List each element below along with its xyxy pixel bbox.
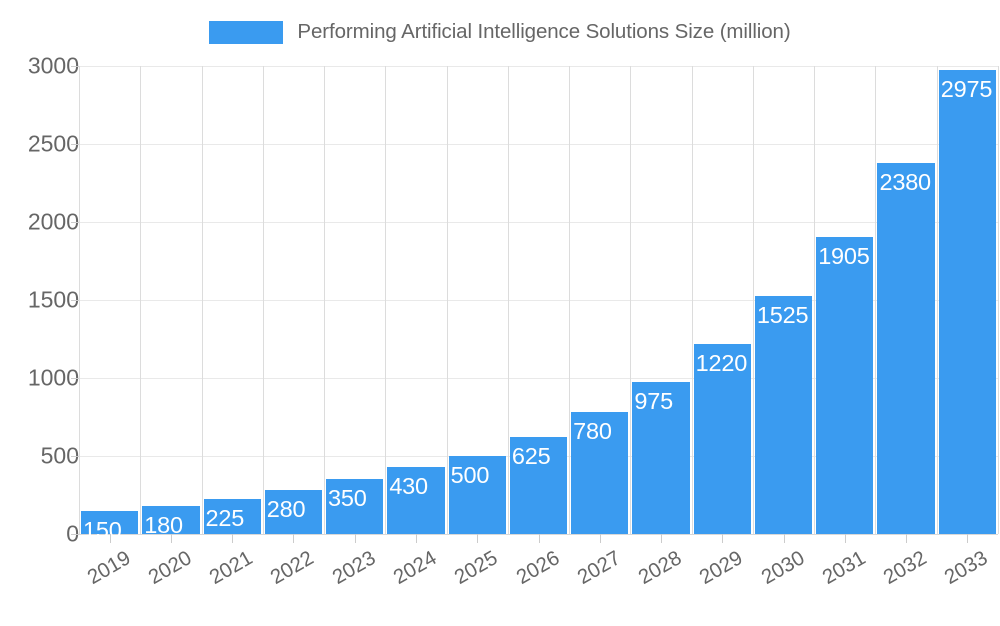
- x-axis-tick-mark: [600, 534, 601, 543]
- bar[interactable]: [938, 69, 996, 534]
- gridline-horizontal: [79, 534, 998, 535]
- gridline-vertical: [202, 66, 203, 534]
- bar-chart: Performing Artificial Intelligence Solut…: [0, 0, 1000, 600]
- x-axis-tick-mark: [967, 534, 968, 543]
- bar[interactable]: [816, 236, 874, 534]
- x-axis-tick-mark: [232, 534, 233, 543]
- bar[interactable]: [203, 498, 261, 534]
- y-axis-tick-mark: [71, 378, 79, 379]
- bar[interactable]: [632, 381, 690, 534]
- x-axis-tick-mark: [171, 534, 172, 543]
- bar[interactable]: [571, 412, 629, 534]
- gridline-vertical: [814, 66, 815, 534]
- y-axis-tick-mark: [71, 456, 79, 457]
- gridline-vertical: [875, 66, 876, 534]
- chart-legend: Performing Artificial Intelligence Solut…: [0, 14, 1000, 50]
- y-axis-tick-label: 1000: [27, 364, 79, 391]
- gridline-vertical: [385, 66, 386, 534]
- y-axis-tick-label: 2000: [27, 208, 79, 235]
- gridline-horizontal: [79, 378, 998, 379]
- bar-value-label: 2380: [879, 168, 931, 195]
- y-axis-tick-label: 3000: [27, 52, 79, 79]
- bar[interactable]: [509, 436, 568, 534]
- bar-value-label: 1220: [695, 349, 748, 376]
- gridline-horizontal: [79, 66, 998, 67]
- bar-value-label: 150: [82, 516, 122, 543]
- x-axis-tick-mark: [784, 534, 785, 543]
- y-axis-tick-label: 500: [40, 442, 79, 469]
- bar[interactable]: [754, 296, 813, 534]
- bar[interactable]: [693, 343, 751, 534]
- x-axis-tick-mark: [355, 534, 356, 543]
- gridline-horizontal: [79, 222, 998, 223]
- x-axis-tick-mark: [722, 534, 723, 543]
- bar-value-label: 350: [328, 485, 367, 512]
- bar-value-label: 500: [450, 462, 490, 488]
- x-axis-tick-mark: [661, 534, 662, 543]
- gridline-vertical: [447, 66, 448, 534]
- bar-value-label: 780: [573, 418, 612, 445]
- bar-value-label: 180: [144, 511, 183, 538]
- bar[interactable]: [387, 466, 445, 534]
- y-axis-tick-label: 0: [66, 520, 79, 547]
- bar[interactable]: [80, 510, 139, 534]
- legend-swatch-icon[interactable]: [209, 20, 284, 44]
- x-axis-tick-mark: [477, 534, 478, 543]
- gridline-vertical: [79, 66, 80, 534]
- gridline-vertical: [263, 66, 264, 534]
- bar[interactable]: [448, 456, 506, 534]
- bar-value-label: 2975: [940, 75, 993, 102]
- gridline-vertical: [753, 66, 754, 534]
- gridline-vertical: [140, 66, 141, 534]
- x-axis-tick-mark: [906, 534, 907, 543]
- bar-value-label: 280: [266, 496, 306, 523]
- x-axis-tick-mark: [293, 534, 294, 543]
- legend-label[interactable]: Performing Artificial Intelligence Solut…: [297, 20, 791, 43]
- gridline-vertical: [998, 66, 999, 534]
- gridline-vertical: [692, 66, 693, 534]
- gridline-horizontal: [79, 144, 998, 145]
- bar[interactable]: [877, 162, 935, 534]
- y-axis-tick-mark: [71, 300, 79, 301]
- bar-value-label: 430: [389, 472, 428, 499]
- bar-value-label: 1905: [818, 242, 870, 269]
- y-axis: 0 500 1000 1500 2000 2500 3000: [0, 0, 79, 600]
- gridline-vertical: [630, 66, 631, 534]
- gridline-vertical: [937, 66, 938, 534]
- gridline-vertical: [508, 66, 509, 534]
- y-axis-tick-mark: [71, 66, 79, 67]
- x-axis-tick-mark: [110, 534, 111, 543]
- y-axis-tick-label: 2500: [27, 130, 79, 157]
- x-axis-tick-mark: [539, 534, 540, 543]
- bar-value-label: 975: [634, 387, 673, 414]
- bar[interactable]: [142, 505, 200, 534]
- y-axis-tick-label: 1500: [27, 286, 79, 313]
- y-axis-tick-mark: [71, 222, 79, 223]
- bar-value-label: 625: [511, 442, 551, 469]
- y-axis-tick-mark: [71, 534, 79, 535]
- bar[interactable]: [326, 479, 384, 534]
- gridline-vertical: [569, 66, 570, 534]
- bar-value-label: 225: [205, 504, 245, 531]
- x-axis-tick-mark: [416, 534, 417, 543]
- y-axis-tick-mark: [71, 144, 79, 145]
- gridline-vertical: [324, 66, 325, 534]
- plot-area: 150 180 225 280 350 430 500 625 780 975 1220 1525 19…: [79, 66, 999, 541]
- bar-value-label: 1525: [756, 302, 809, 329]
- bar[interactable]: [264, 490, 323, 534]
- gridline-horizontal: [79, 300, 998, 301]
- x-axis-tick-mark: [845, 534, 846, 543]
